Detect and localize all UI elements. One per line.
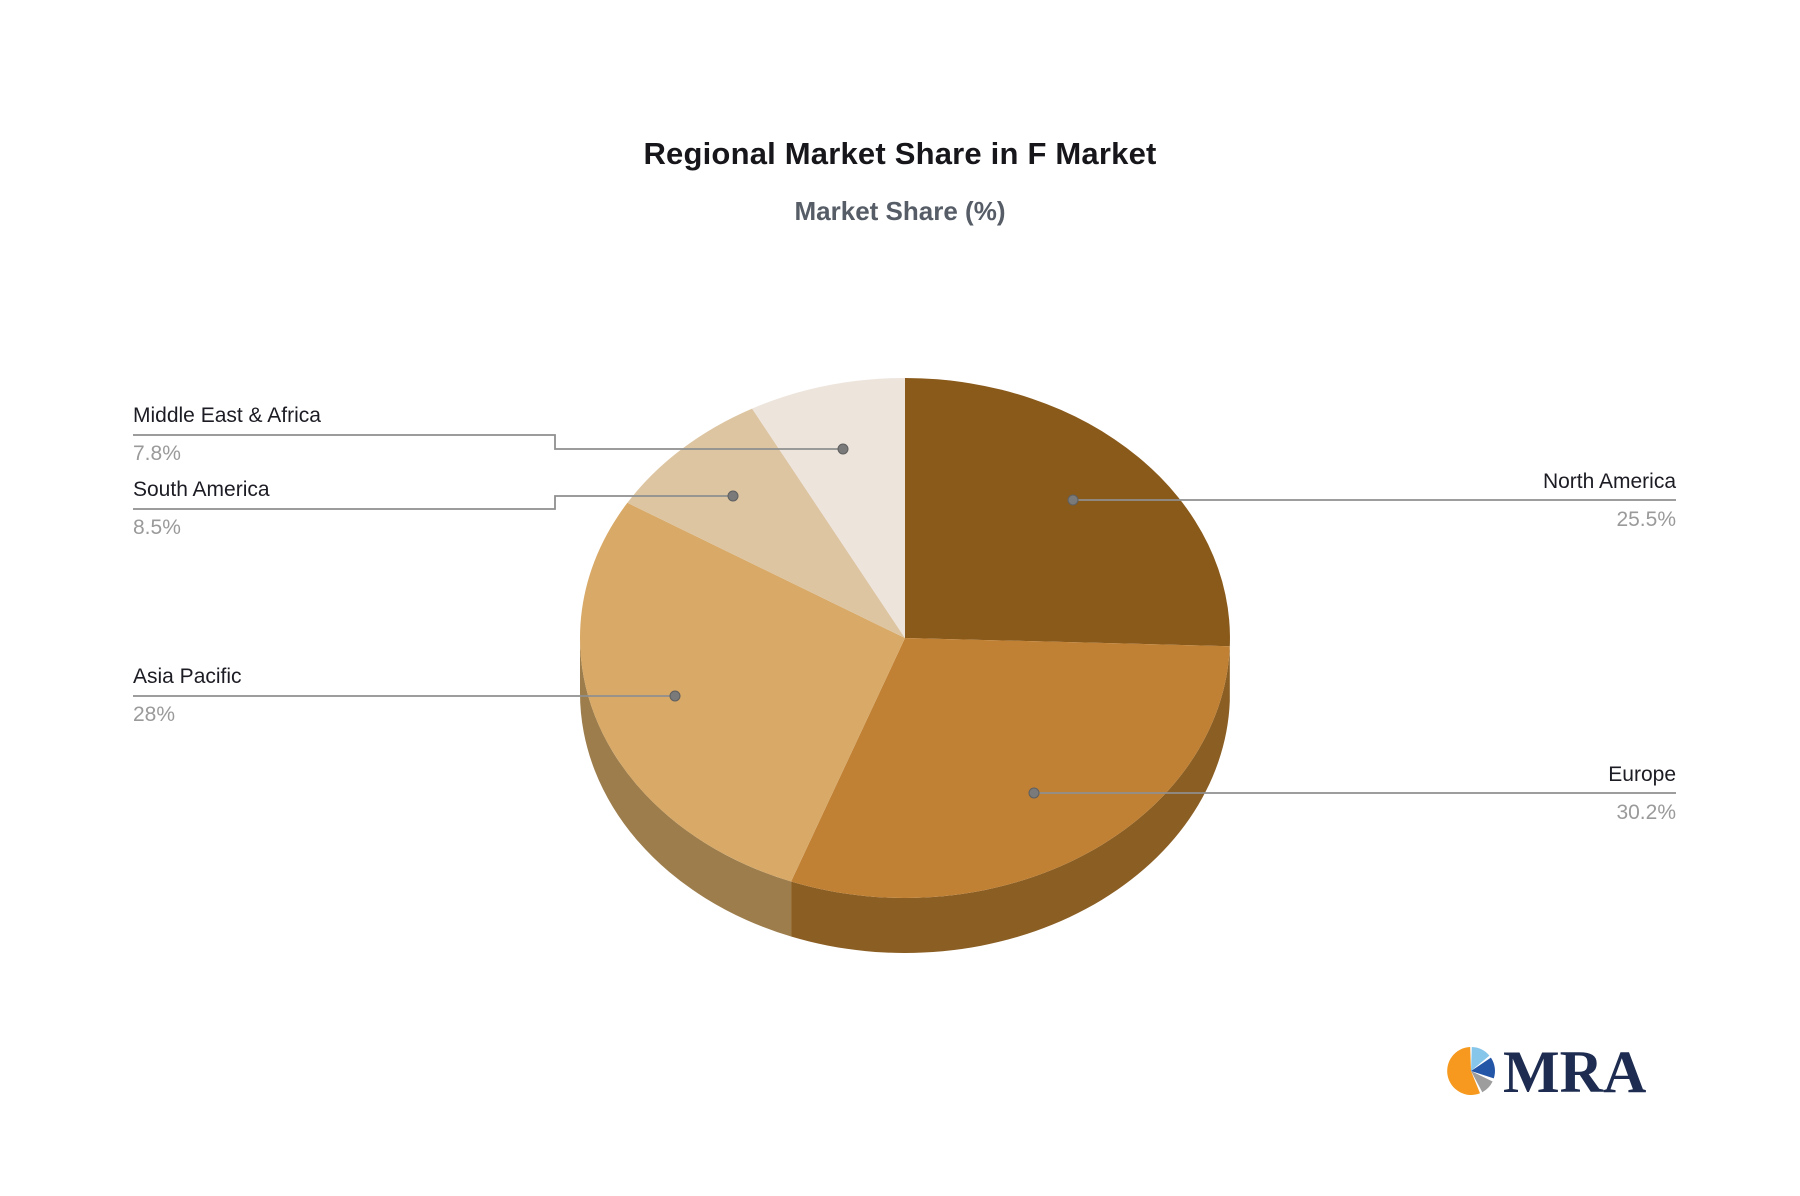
leader-lines xyxy=(133,434,1676,794)
pie-slices xyxy=(580,378,1230,898)
pie-slice-asia-pacific[interactable] xyxy=(580,502,905,882)
pie-rim xyxy=(580,638,1230,953)
logo: MRA xyxy=(1446,1040,1646,1104)
callout-label: Middle East & Africa xyxy=(133,404,321,427)
leader-line-south-america xyxy=(133,495,733,510)
pie-slice-middle-east-africa[interactable] xyxy=(752,378,905,638)
callout-value: 8.5% xyxy=(133,516,181,539)
callout-value: 28% xyxy=(133,703,176,726)
logo-slice-gray xyxy=(1471,1071,1493,1093)
callout-value: 25.5% xyxy=(1616,508,1676,531)
leader-dot-middle-east-africa xyxy=(837,443,849,455)
leader-dots xyxy=(669,443,1079,799)
callout-value: 7.8% xyxy=(133,442,181,465)
leader-dot-north-america xyxy=(1067,494,1079,506)
logo-pie-icon xyxy=(1447,1047,1495,1095)
callout-label: Asia Pacific xyxy=(133,665,242,688)
leader-line-middle-east-africa xyxy=(133,434,843,450)
pie-rim-europe xyxy=(791,646,1230,953)
pie-slice-north-america[interactable] xyxy=(905,378,1230,647)
chart-title: Regional Market Share in F Market xyxy=(643,136,1157,171)
pie-slice-south-america[interactable] xyxy=(627,408,905,638)
chart-subtitle: Market Share (%) xyxy=(794,196,1006,226)
logo-slice-lightblue xyxy=(1471,1047,1490,1071)
logo-slice-orange xyxy=(1447,1047,1480,1095)
callout-value: 30.2% xyxy=(1616,801,1676,824)
logo-text: MRA xyxy=(1503,1039,1647,1105)
pie-rim-asia-pacific xyxy=(580,638,792,937)
callout-label: Europe xyxy=(1608,763,1676,786)
leader-dot-south-america xyxy=(727,490,739,502)
leader-dot-asia-pacific xyxy=(669,690,681,702)
logo-slice-darkblue xyxy=(1471,1057,1495,1079)
pie-slice-europe[interactable] xyxy=(791,638,1230,898)
callout-label: South America xyxy=(133,478,270,501)
leader-dot-europe xyxy=(1028,787,1040,799)
callout-label: North America xyxy=(1542,470,1676,493)
